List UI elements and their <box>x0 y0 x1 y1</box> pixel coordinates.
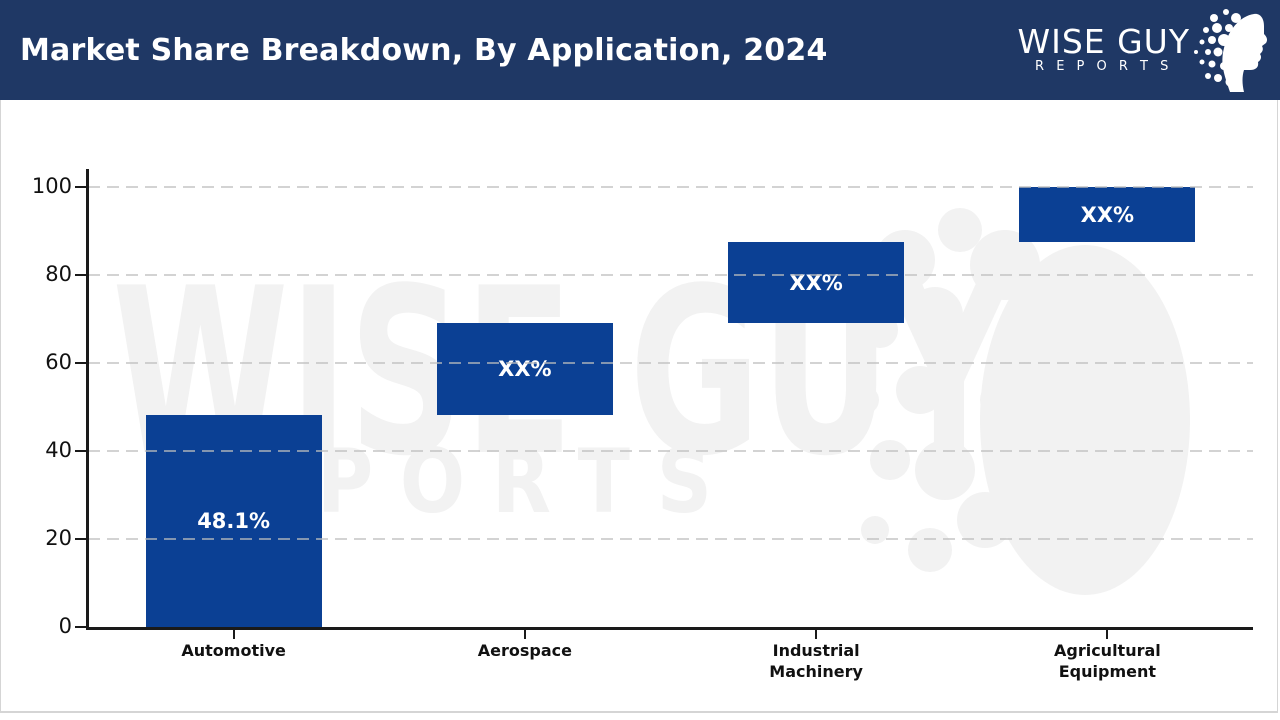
page-title: Market Share Breakdown, By Application, … <box>20 32 828 68</box>
y-axis-tick-label: 40 <box>45 438 72 462</box>
y-axis-tick-label: 20 <box>45 526 72 550</box>
x-axis-category-label: Agricultural Equipment <box>1053 641 1161 681</box>
y-axis-tick-label: 60 <box>45 350 72 374</box>
bar-value-label: XX% <box>1080 202 1135 227</box>
x-axis-tick <box>815 630 818 639</box>
y-axis-tick-label: 100 <box>31 174 72 198</box>
y-gridline <box>88 450 1253 452</box>
bar-agricultural-equipment: XX% <box>1019 187 1196 242</box>
y-axis-tick <box>75 626 86 628</box>
x-axis-tick <box>232 630 235 639</box>
y-gridline <box>88 186 1253 188</box>
x-axis-category-label: Aerospace <box>477 641 572 660</box>
y-gridline <box>88 538 1253 540</box>
y-gridline <box>88 274 1253 276</box>
bar-industrial-machinery: XX% <box>728 242 905 324</box>
bar-aerospace: XX% <box>436 323 613 416</box>
y-gridline <box>88 362 1253 364</box>
y-axis-tick <box>75 186 86 188</box>
bar-automotive: 48.1% <box>145 415 322 627</box>
header-bar: Market Share Breakdown, By Application, … <box>0 0 1280 100</box>
y-axis-tick <box>75 450 86 452</box>
y-axis-line <box>86 169 89 630</box>
x-axis-category-label: Industrial Machinery <box>769 641 863 681</box>
x-axis-category-label: Automotive <box>181 641 286 660</box>
brand-logo-text: WISE GUY R E P O R T S <box>1017 25 1190 75</box>
x-axis-tick <box>1106 630 1109 639</box>
x-axis-tick <box>523 630 526 639</box>
brand-logo: WISE GUY R E P O R T S <box>1017 0 1268 100</box>
y-axis-tick <box>75 362 86 364</box>
y-axis-tick-label: 0 <box>58 614 72 638</box>
y-axis-tick <box>75 538 86 540</box>
y-axis-tick <box>75 274 86 276</box>
bar-value-label: XX% <box>498 357 552 382</box>
y-axis-tick-label: 80 <box>45 262 72 286</box>
brand-name: WISE GUY <box>1017 22 1190 61</box>
x-axis-line <box>86 627 1253 630</box>
bar-value-label: 48.1% <box>197 509 271 534</box>
brand-subname: R E P O R T S <box>1035 59 1173 74</box>
brand-head-icon <box>1194 9 1268 92</box>
